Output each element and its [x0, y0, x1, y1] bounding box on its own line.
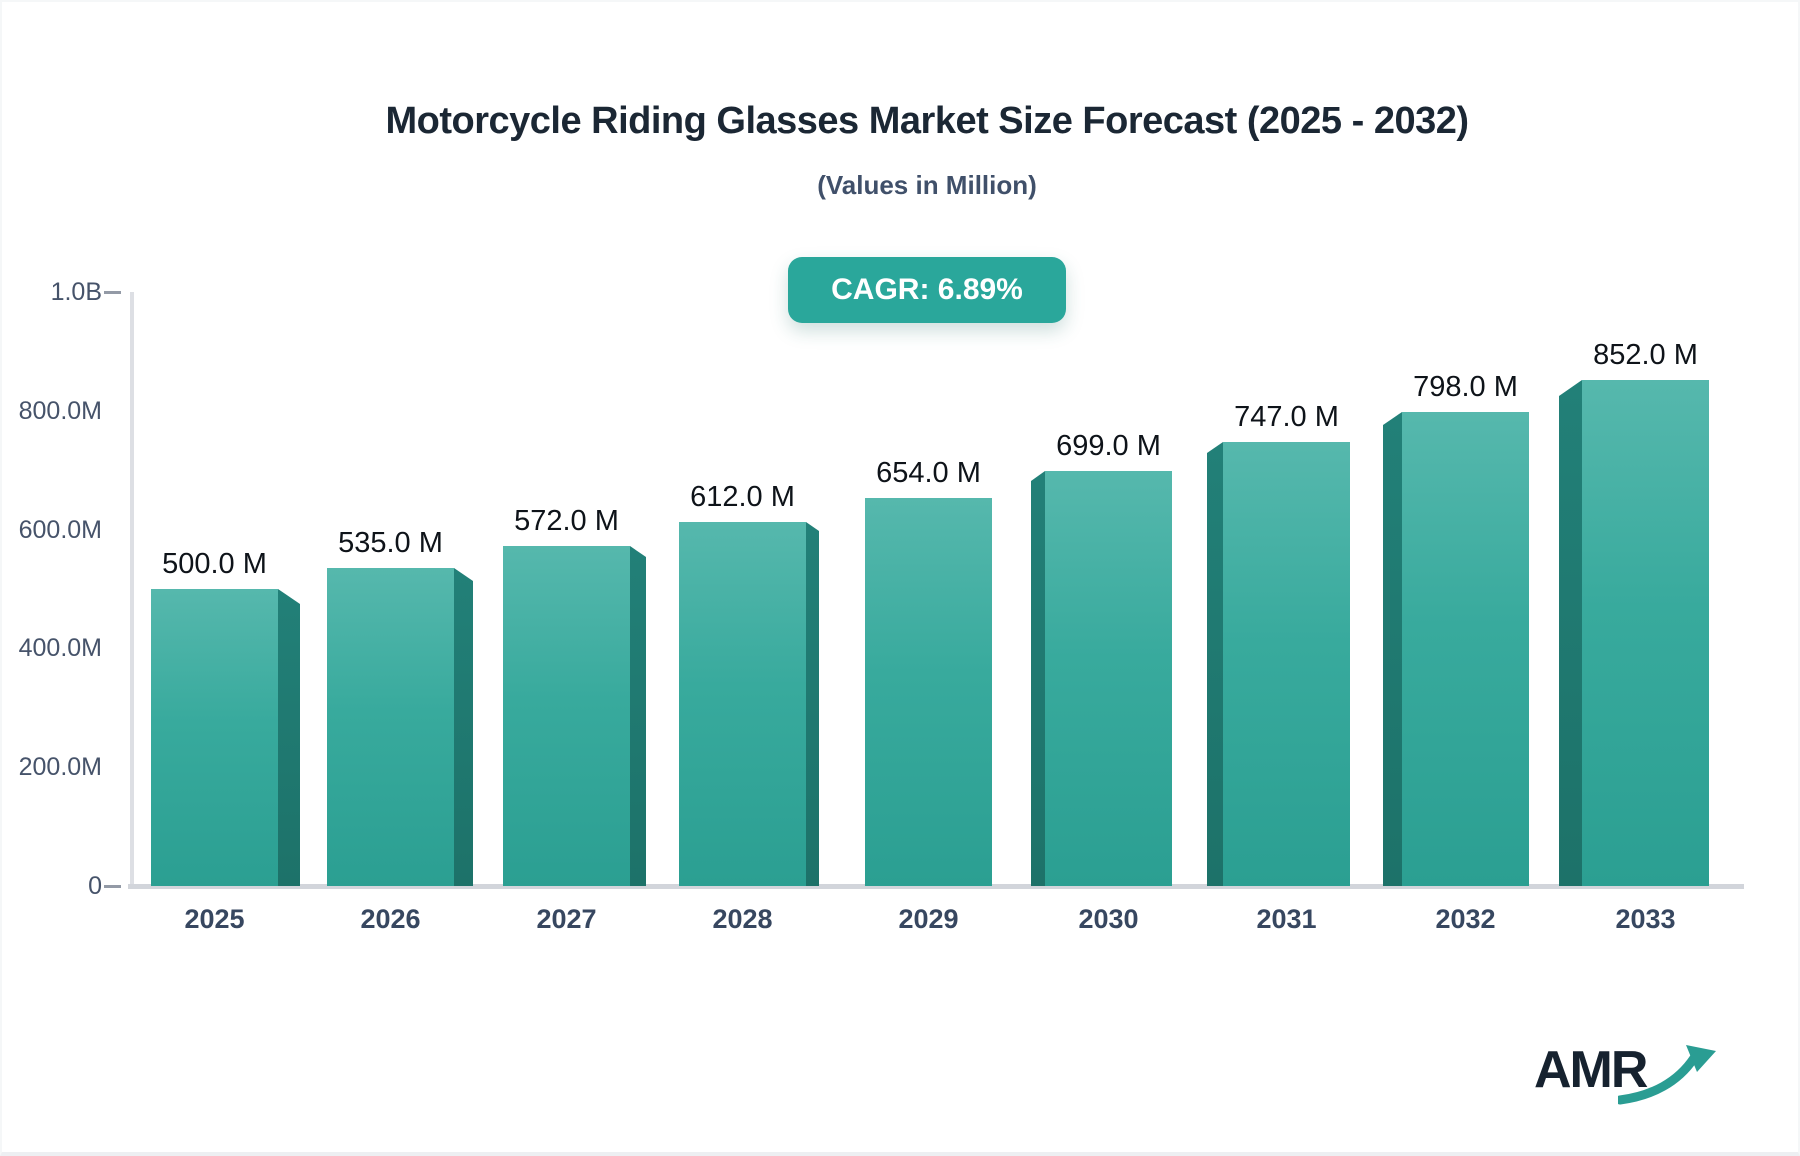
- y-tick-label: 0: [88, 872, 102, 900]
- bar-side-3d: [806, 522, 819, 886]
- bar-face: [1045, 471, 1172, 886]
- bar-value-label: 798.0 M: [1413, 371, 1518, 403]
- bar-value-label: 535.0 M: [338, 527, 443, 559]
- chart-subtitle: (Values in Million): [817, 170, 1037, 200]
- y-tick-dash: [104, 885, 121, 888]
- bar: [151, 589, 300, 886]
- bar-value-label: 572.0 M: [514, 505, 619, 537]
- bar-face: [679, 522, 806, 886]
- bar: [327, 568, 474, 886]
- y-tick-label: 1.0B: [50, 278, 102, 306]
- bar-value-label: 654.0 M: [876, 457, 981, 489]
- bar: [503, 546, 650, 886]
- y-tick-dash: [104, 291, 121, 294]
- bar-value-label: 852.0 M: [1593, 339, 1698, 371]
- x-tick-label: 2031: [1256, 904, 1317, 934]
- y-axis-line: [130, 292, 134, 886]
- bar: [679, 522, 826, 886]
- amr-logo-text: AMR: [1534, 1041, 1648, 1099]
- bar: [1031, 471, 1178, 886]
- amr-logo-arrow-icon: [1618, 1045, 1716, 1105]
- x-tick-label: 2027: [536, 904, 597, 934]
- bar-value-label: 500.0 M: [162, 548, 267, 580]
- bar-face: [151, 589, 278, 886]
- bar-side-3d: [1383, 412, 1402, 886]
- bar-side-3d: [454, 568, 473, 886]
- x-tick-label: 2026: [360, 904, 421, 934]
- bar-value-label: 747.0 M: [1234, 401, 1339, 433]
- bar: [1207, 442, 1354, 886]
- x-tick-label: 2030: [1078, 904, 1139, 934]
- bar-face: [503, 546, 630, 886]
- bar-face: [1582, 380, 1709, 886]
- bar-value-label: 699.0 M: [1056, 430, 1161, 462]
- bar-face: [1402, 412, 1529, 886]
- x-tick-label: 2029: [898, 904, 959, 934]
- bar-side-3d: [1207, 442, 1223, 886]
- y-tick-label: 400.0M: [18, 634, 102, 662]
- amr-logo: AMR: [1534, 1040, 1716, 1110]
- bar-face: [1223, 442, 1350, 886]
- x-tick-label: 2028: [712, 904, 773, 934]
- bar: [1383, 412, 1530, 886]
- y-tick-label: 800.0M: [18, 397, 102, 425]
- x-tick-label: 2032: [1435, 904, 1496, 934]
- bar-value-label: 612.0 M: [690, 481, 795, 513]
- chart-title: Motorcycle Riding Glasses Market Size Fo…: [385, 100, 1469, 142]
- bar: [1559, 380, 1709, 886]
- y-tick-label: 600.0M: [18, 516, 102, 544]
- bar-face: [865, 498, 992, 886]
- x-axis-baseline: [128, 884, 1744, 889]
- bar-side-3d: [278, 589, 300, 886]
- x-tick-label: 2025: [184, 904, 245, 934]
- bar-face: [327, 568, 454, 886]
- bar-side-3d: [1559, 380, 1582, 886]
- bar: [855, 498, 1002, 886]
- y-tick-label: 200.0M: [18, 753, 102, 781]
- x-tick-label: 2033: [1615, 904, 1676, 934]
- bar-side-3d: [630, 546, 646, 886]
- bar-side-3d: [1031, 471, 1045, 886]
- cagr-badge: CAGR: 6.89%: [788, 257, 1066, 323]
